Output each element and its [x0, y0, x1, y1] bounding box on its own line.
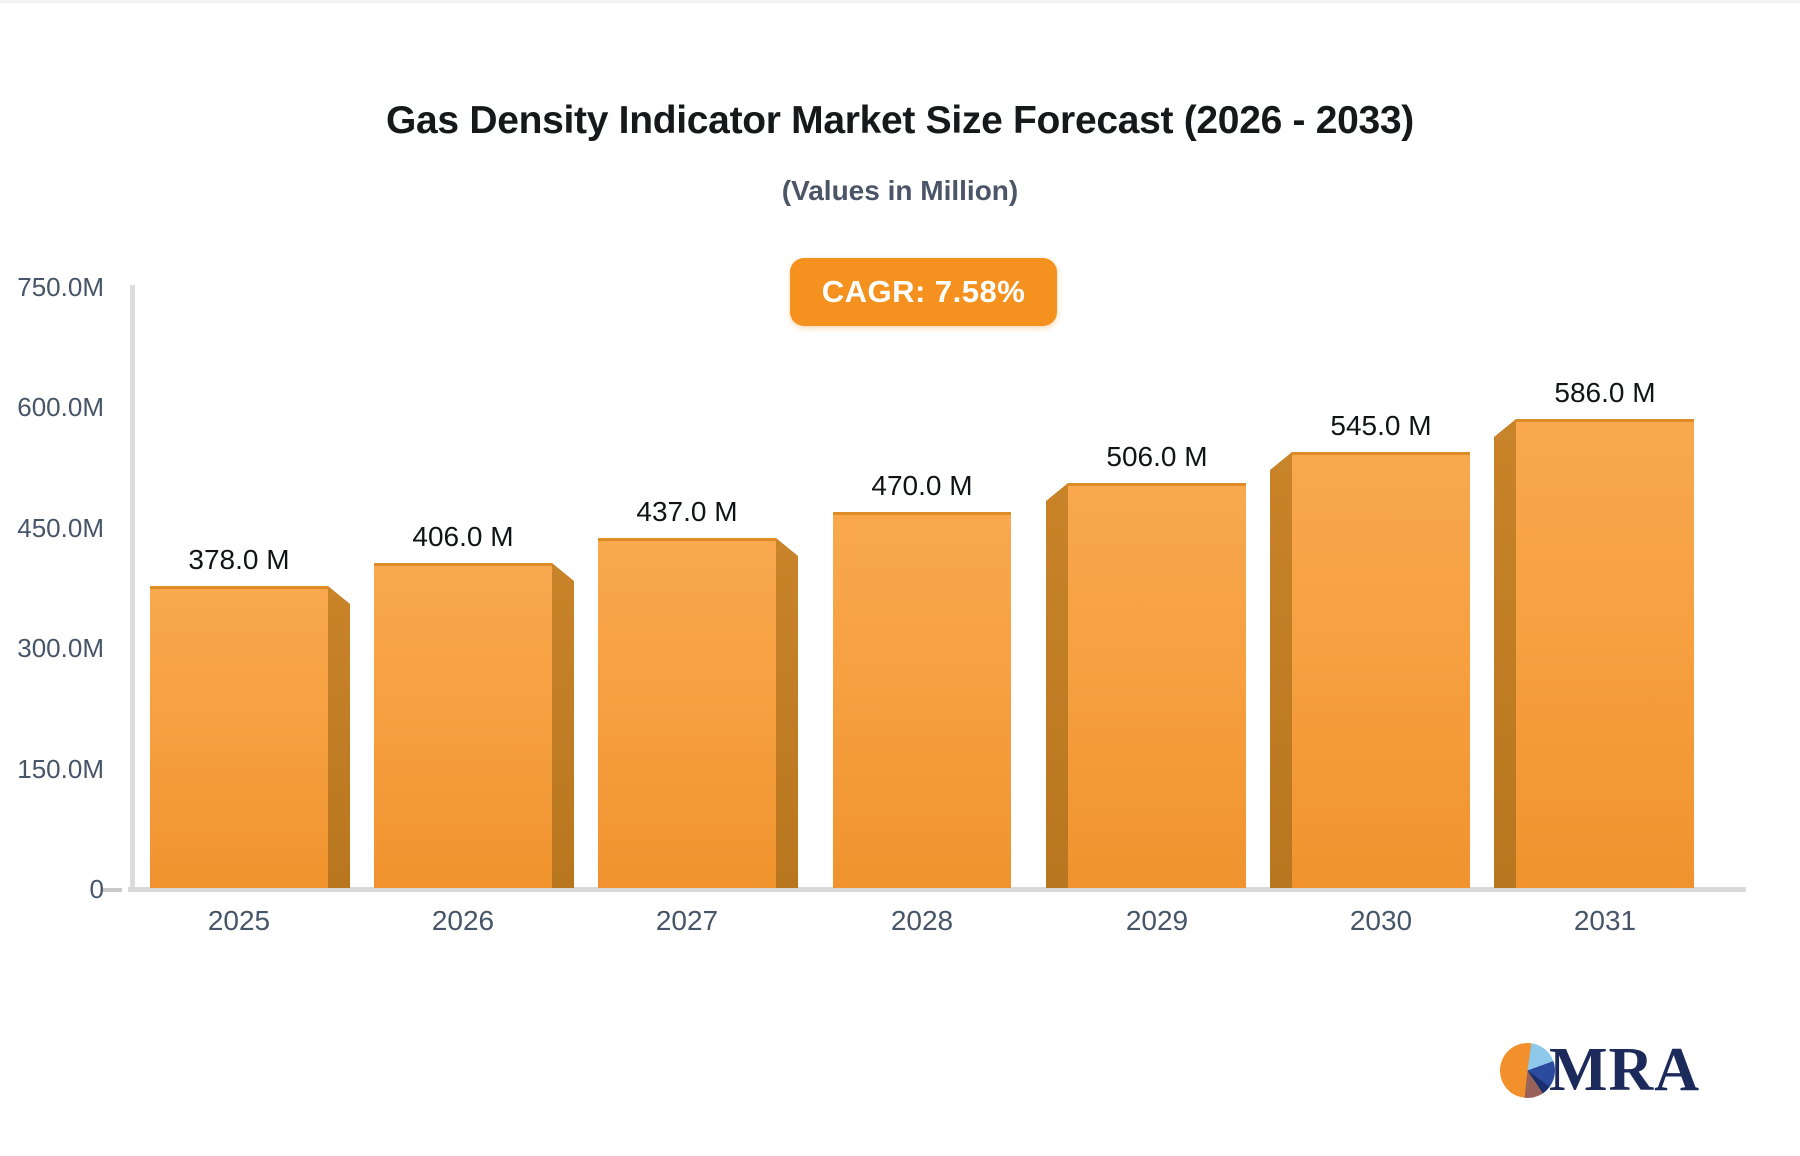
mra-logo: MRA: [1500, 1036, 1701, 1104]
x-axis-tick-label: 2031: [1573, 905, 1637, 936]
bar-2030: [1292, 452, 1470, 888]
chart-title: Gas Density Indicator Market Size Foreca…: [386, 99, 1414, 142]
bar-value-label: 437.0 M: [636, 496, 738, 527]
y-axis-tick-label: 750.0M: [17, 272, 104, 302]
bar-2025: [150, 586, 328, 888]
y-axis-tick-label: 300.0M: [17, 633, 104, 664]
bar-3d-side-2025: [328, 586, 350, 888]
bar-2029: [1068, 483, 1246, 888]
zero-tick-mark: [102, 888, 122, 892]
cagr-badge: CAGR: 7.58%: [790, 258, 1057, 326]
bar-2027: [598, 538, 776, 888]
x-axis-baseline: [128, 887, 1746, 892]
bar-value-label: 470.0 M: [871, 470, 973, 501]
bar-2028: [833, 512, 1011, 888]
x-axis-tick-label: 2029: [1125, 905, 1189, 936]
bar-value-label: 545.0 M: [1330, 410, 1432, 441]
bar-value-label: 406.0 M: [412, 521, 514, 552]
pie-chart-logo-icon: [1500, 1043, 1555, 1098]
y-axis-tick-label: 0: [89, 874, 104, 904]
x-axis-tick-label: 2030: [1349, 905, 1413, 936]
cagr-badge-label: CAGR: 7.58%: [821, 274, 1026, 309]
bar-3d-side-2030: [1270, 452, 1292, 888]
y-axis-line: [130, 285, 135, 892]
x-axis-tick-label: 2026: [431, 905, 495, 936]
y-axis-tick-label: 450.0M: [17, 512, 104, 543]
logo-text: MRA: [1549, 1036, 1701, 1104]
y-axis-tick-label: 600.0M: [17, 392, 104, 423]
bar-3d-side-2031: [1494, 419, 1516, 888]
x-axis-tick-label: 2027: [655, 905, 719, 936]
x-axis-tick-label: 2025: [207, 905, 271, 936]
bar-2026: [374, 563, 552, 888]
bar-value-label: 506.0 M: [1106, 441, 1208, 472]
x-axis-tick-label: 2028: [890, 905, 954, 936]
bar-value-label: 586.0 M: [1554, 377, 1656, 408]
bar-value-label: 378.0 M: [188, 544, 290, 575]
y-axis-tick-label: 150.0M: [17, 753, 104, 784]
bar-3d-side-2026: [552, 563, 574, 888]
bar-3d-side-2029: [1046, 483, 1068, 888]
chart-subtitle: (Values in Million): [781, 175, 1019, 206]
bar-3d-side-2027: [776, 538, 798, 888]
bar-2031: [1516, 419, 1694, 888]
